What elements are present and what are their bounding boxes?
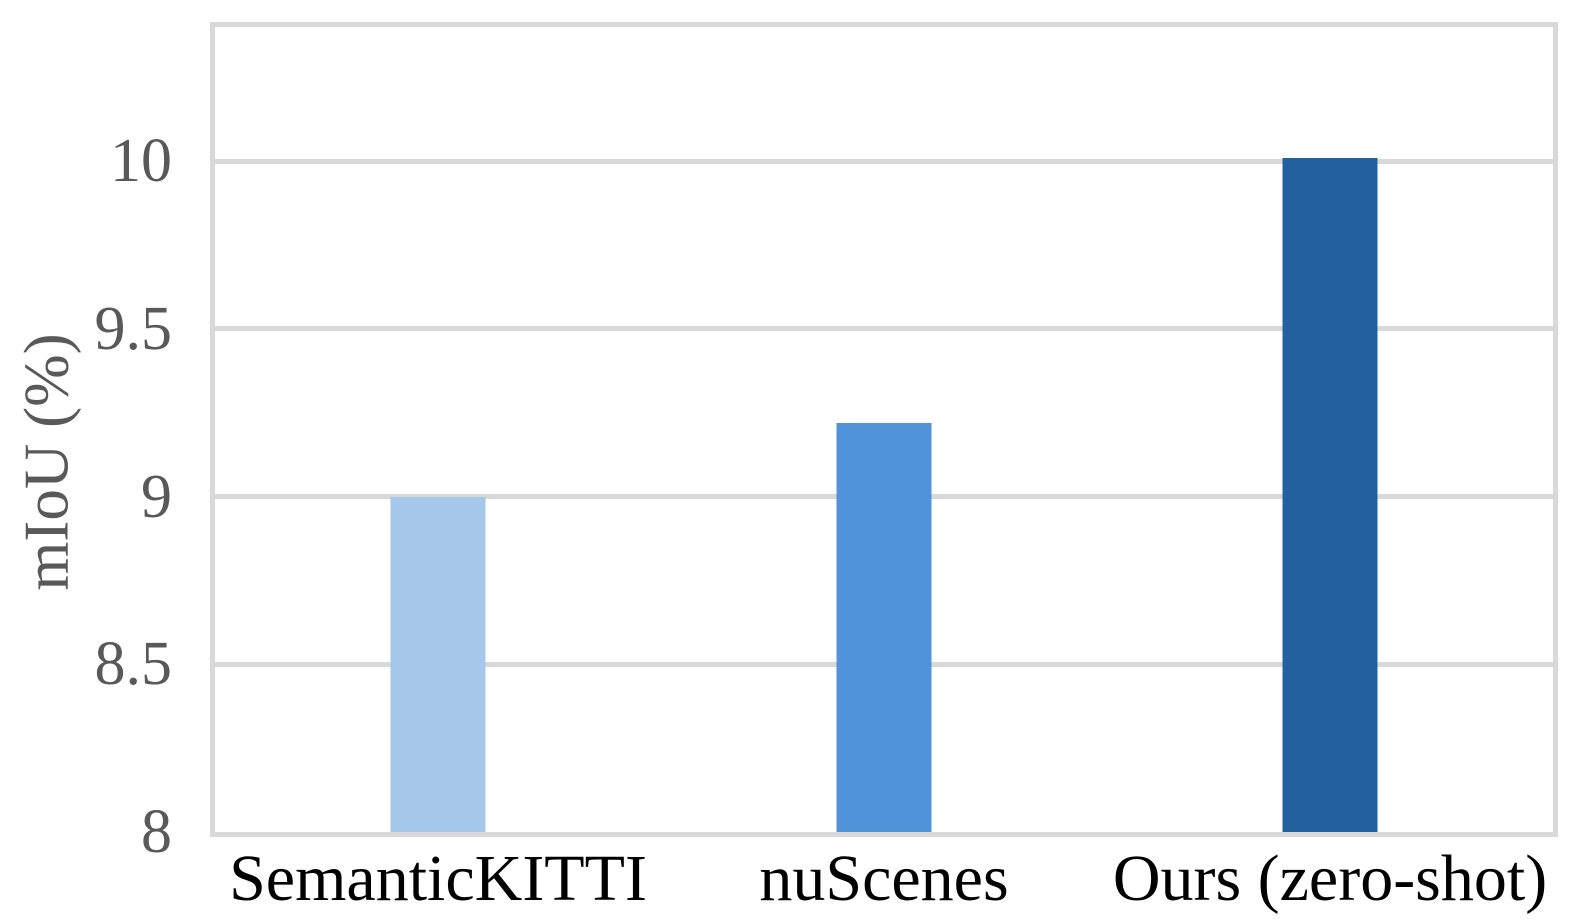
bar: [390, 496, 486, 832]
gridline: [215, 158, 1553, 164]
bar: [836, 422, 932, 832]
bar: [1282, 157, 1378, 832]
y-tick-label: 8: [141, 798, 172, 866]
gridline: [215, 326, 1553, 332]
y-tick-label: 8.5: [94, 630, 173, 699]
x-category-label: nuScenes: [759, 842, 1009, 915]
x-axis-category-labels: SemanticKITTI nuScenes Ours (zero-shot): [215, 846, 1553, 918]
plot-area: [210, 22, 1558, 837]
x-category-label: SemanticKITTI: [229, 842, 647, 915]
y-tick-label: 10: [110, 127, 172, 196]
x-category-label: Ours (zero-shot): [1112, 842, 1548, 915]
y-tick-label: 9.5: [94, 294, 173, 363]
y-tick-label: 9: [141, 462, 172, 531]
y-axis-tick-labels: 8 8.5 9 9.5 10: [0, 27, 173, 863]
